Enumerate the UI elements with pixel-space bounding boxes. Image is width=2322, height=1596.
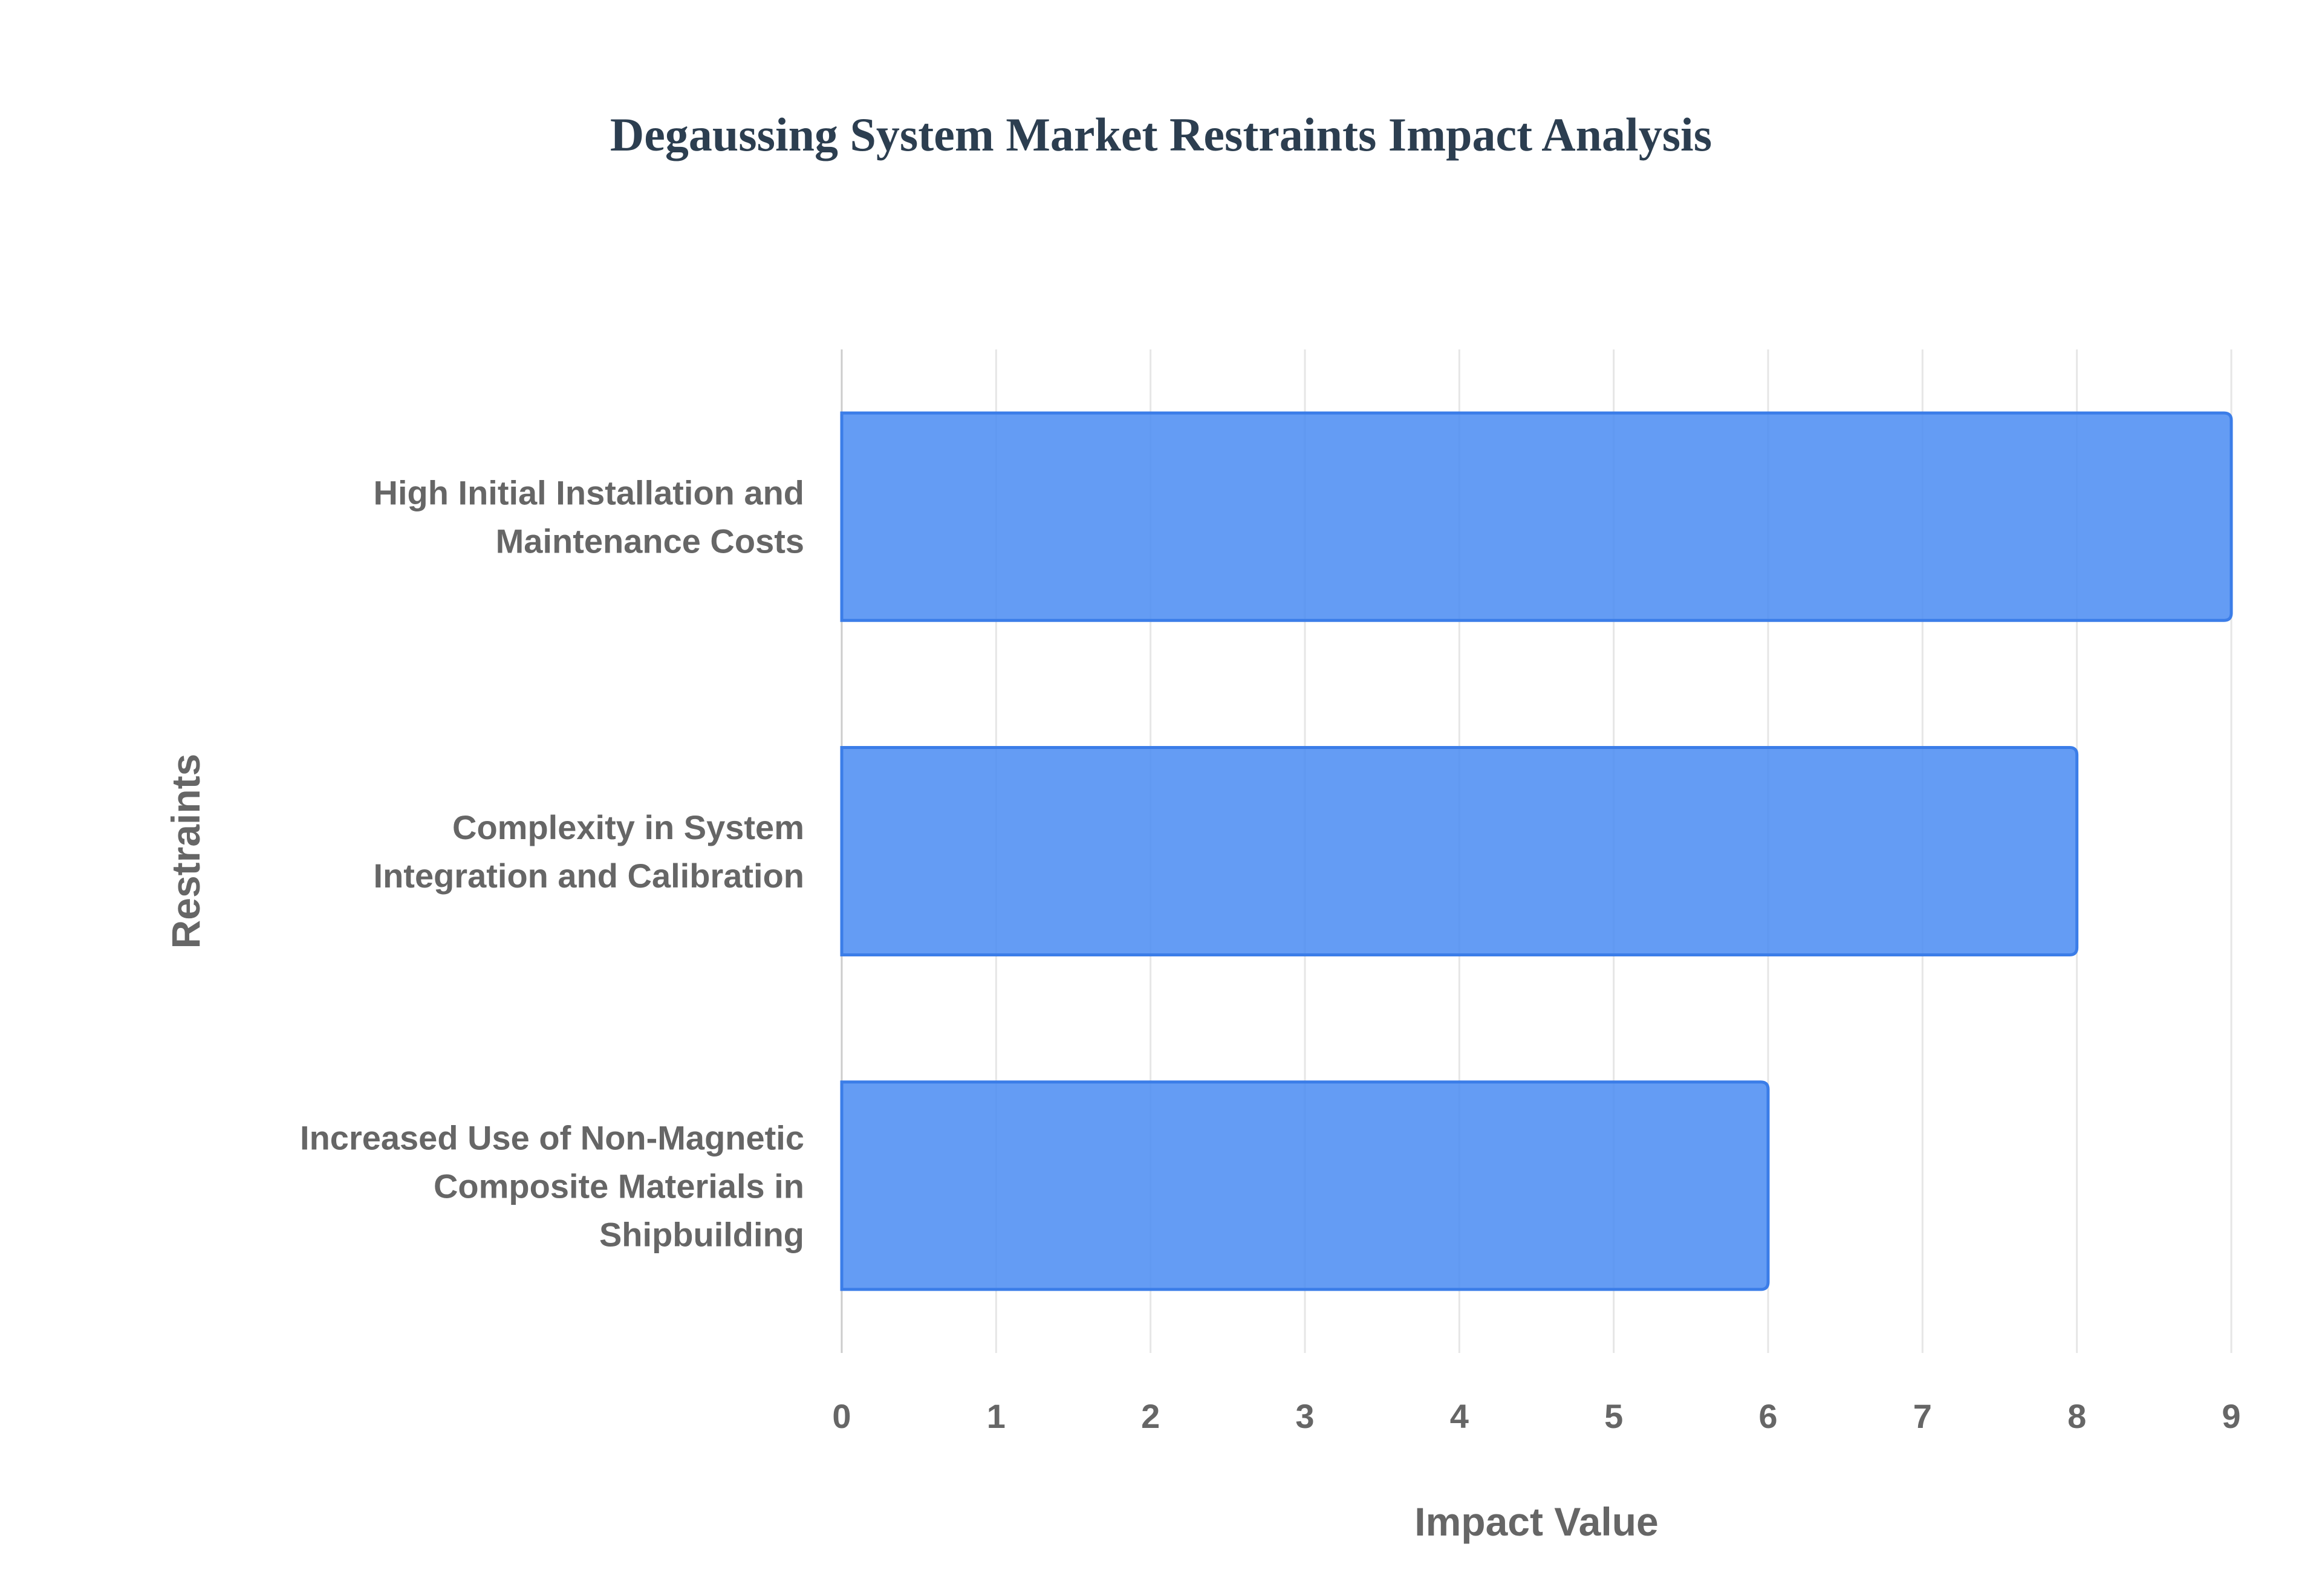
bar xyxy=(840,745,2079,957)
x-tick-label: 3 xyxy=(1295,1397,1314,1435)
category-label: Complexity in System Integration and Cali… xyxy=(374,808,804,895)
x-tick-label: 1 xyxy=(987,1397,1006,1435)
x-tick-label: 7 xyxy=(1913,1397,1932,1435)
x-tick-label: 9 xyxy=(2222,1397,2240,1435)
y-axis-title: Restraints xyxy=(163,754,208,949)
category-label: Increased Use of Non-Magnetic Composite M… xyxy=(300,1118,804,1253)
x-tick-label: 6 xyxy=(1758,1397,1777,1435)
x-tick-label: 4 xyxy=(1450,1397,1469,1435)
x-tick-label: 8 xyxy=(2067,1397,2086,1435)
bar xyxy=(840,1080,1770,1291)
x-tick-label: 5 xyxy=(1604,1397,1623,1435)
chart-title: Degaussing System Market Restraints Impa… xyxy=(610,108,1712,161)
bar xyxy=(840,411,2233,622)
x-tick-label: 2 xyxy=(1141,1397,1160,1435)
x-axis-title: Impact Value xyxy=(1414,1499,1659,1544)
x-tick-label: 0 xyxy=(832,1397,851,1435)
category-label: High Initial Installation and Maintenance… xyxy=(374,474,804,560)
